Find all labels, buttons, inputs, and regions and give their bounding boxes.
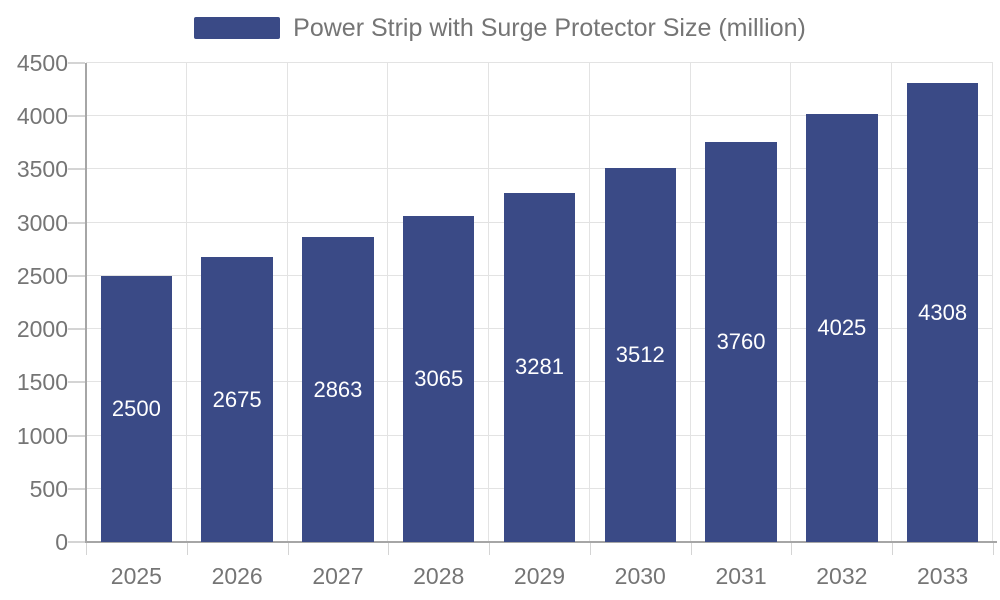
bar-2033[interactable]: 4308 xyxy=(906,83,979,542)
gridline-vertical xyxy=(689,63,691,542)
gridline-vertical xyxy=(891,63,893,542)
bar-2032[interactable]: 4025 xyxy=(806,113,878,542)
bar-value-label: 3512 xyxy=(615,342,665,368)
x-axis-label: 2032 xyxy=(816,563,868,589)
x-axis-tick xyxy=(388,543,390,555)
x-axis-tick xyxy=(186,543,188,555)
y-axis-label: 1500 xyxy=(16,369,68,396)
x-axis-tick xyxy=(892,543,894,555)
x-axis-label: 2026 xyxy=(211,563,263,589)
y-axis-label: 2000 xyxy=(16,316,68,343)
gridline-vertical xyxy=(387,63,389,542)
bar-2031[interactable]: 3760 xyxy=(705,141,777,542)
y-axis-label: 0 xyxy=(55,529,68,555)
bar-value-label: 2863 xyxy=(313,376,363,402)
gridline-horizontal xyxy=(86,62,993,63)
bar-value-label: 4025 xyxy=(817,314,867,340)
x-axis-tick xyxy=(993,543,994,555)
x-axis-tick xyxy=(489,543,491,555)
x-axis-tick xyxy=(791,543,793,555)
y-axis-tick xyxy=(68,274,85,277)
y-axis-label: 1000 xyxy=(16,422,68,449)
y-axis-tick xyxy=(68,434,85,437)
x-axis-label: 2030 xyxy=(614,563,666,589)
y-axis-tick xyxy=(68,221,85,224)
bar-value-label: 2675 xyxy=(212,386,262,412)
y-axis-tick xyxy=(68,168,85,171)
gridline-horizontal xyxy=(86,168,993,170)
y-axis-label: 500 xyxy=(29,475,68,502)
bar-value-label: 2500 xyxy=(111,395,161,421)
y-axis-tick xyxy=(68,381,85,384)
bar-2028[interactable]: 3065 xyxy=(402,215,475,542)
legend-swatch xyxy=(194,17,281,39)
y-axis-tick xyxy=(68,487,85,490)
legend-label: Power Strip with Surge Protector Size (m… xyxy=(293,14,806,42)
bar-2029[interactable]: 3281 xyxy=(503,192,576,542)
y-axis-tick xyxy=(68,328,85,331)
bar-2026[interactable]: 2675 xyxy=(201,257,273,542)
plot-area: 2500 2675 2863 3065 3281 3512 3760 4025 4308 xyxy=(84,62,997,543)
x-axis-tick xyxy=(589,543,591,555)
legend-item[interactable]: Power Strip with Surge Protector Size (m… xyxy=(0,14,1000,42)
gridline-vertical xyxy=(286,63,288,542)
bar-value-label: 3760 xyxy=(716,328,766,354)
y-axis-label: 4000 xyxy=(16,103,68,130)
bar-2027[interactable]: 2863 xyxy=(302,237,374,542)
y-axis-label: 2500 xyxy=(16,262,68,289)
x-axis-label: 2028 xyxy=(413,563,465,589)
bar-value-label: 3065 xyxy=(414,365,464,391)
x-axis-label: 2029 xyxy=(513,563,566,589)
x-axis-label: 2031 xyxy=(715,563,767,589)
x-axis-line xyxy=(84,541,997,543)
gridline-horizontal xyxy=(86,115,993,117)
y-axis-tick xyxy=(68,115,85,118)
gridline-vertical xyxy=(488,63,490,542)
gridline-vertical xyxy=(992,63,993,542)
y-axis-label: 4500 xyxy=(16,50,68,76)
y-axis-tick xyxy=(68,62,85,64)
x-axis-tick xyxy=(287,543,289,555)
bar-2025[interactable]: 2500 xyxy=(100,275,173,542)
y-axis-line xyxy=(85,63,87,543)
bar-value-label: 3281 xyxy=(515,354,564,380)
x-axis-tick xyxy=(86,543,87,555)
bar-2030[interactable]: 3512 xyxy=(604,168,677,542)
gridline-vertical xyxy=(185,63,187,542)
x-axis-label: 2033 xyxy=(917,563,969,589)
x-axis-label: 2027 xyxy=(312,563,364,589)
gridline-vertical xyxy=(588,63,590,542)
x-axis-tick xyxy=(690,543,692,555)
gridline-vertical xyxy=(790,63,792,542)
y-axis-label: 3000 xyxy=(16,209,68,236)
bar-value-label: 4308 xyxy=(918,299,968,325)
y-axis-label: 3500 xyxy=(16,156,68,183)
y-axis-tick xyxy=(68,541,85,543)
x-axis-label: 2025 xyxy=(110,563,162,589)
